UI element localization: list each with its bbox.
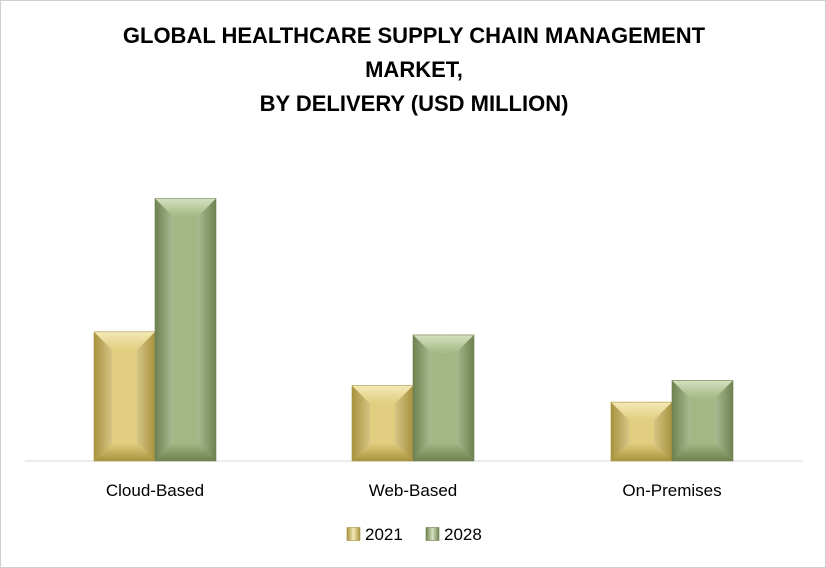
legend-swatch bbox=[425, 527, 440, 541]
legend-item-2028: 2028 bbox=[425, 525, 482, 544]
category-label: Web-Based bbox=[369, 481, 458, 500]
bar-web-based-2021 bbox=[351, 385, 414, 462]
category-label: On-Premises bbox=[622, 481, 721, 500]
chart-title: GLOBAL HEALTHCARE SUPPLY CHAIN MANAGEMEN… bbox=[1, 19, 825, 121]
chart-title-line-1: GLOBAL HEALTHCARE SUPPLY CHAIN MANAGEMEN… bbox=[122, 23, 706, 48]
legend-swatch bbox=[346, 527, 361, 541]
legend-label: 2021 bbox=[365, 525, 403, 544]
chart-title-line-3: BY DELIVERY (USD MILLION) bbox=[259, 91, 569, 116]
bar-cloud-based-2021 bbox=[93, 331, 156, 462]
bar-web-based-2028 bbox=[412, 334, 475, 462]
bar-on-premises-2021 bbox=[610, 401, 673, 462]
category-label: Cloud-Based bbox=[106, 481, 204, 500]
bar-cloud-based-2028 bbox=[154, 198, 217, 462]
chart-title-line-2: MARKET, bbox=[365, 57, 463, 82]
legend-item-2021: 2021 bbox=[346, 525, 403, 544]
bar-on-premises-2028 bbox=[671, 380, 734, 462]
legend-label: 2028 bbox=[444, 525, 482, 544]
